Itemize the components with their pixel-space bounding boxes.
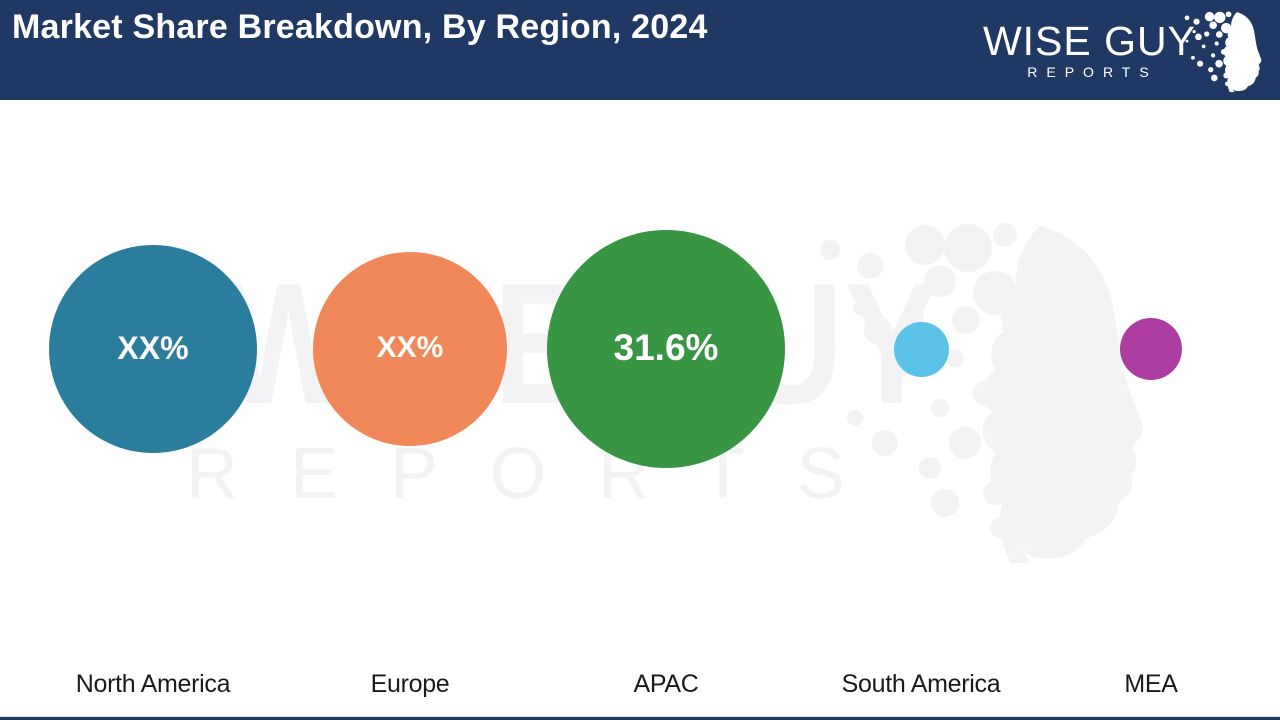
bubble-mea[interactable] bbox=[1120, 318, 1182, 380]
bubble-value-label: XX% bbox=[376, 331, 444, 364]
page-title: Market Share Breakdown, By Region, 2024 bbox=[12, 8, 708, 46]
bubble-south-america[interactable] bbox=[893, 321, 949, 377]
category-label-europe: Europe bbox=[370, 670, 450, 698]
category-label-north-america: North America bbox=[75, 670, 231, 698]
bubble-europe[interactable]: XX% bbox=[313, 252, 507, 446]
brand-subtitle: REPORTS bbox=[1027, 64, 1158, 80]
bubble-value-label: XX% bbox=[117, 329, 189, 366]
watermark-face-icon bbox=[820, 223, 1144, 563]
header-bar: Market Share Breakdown, By Region, 2024 … bbox=[0, 0, 1280, 100]
bubble-value-label: 31.6% bbox=[613, 327, 719, 368]
category-label-mea: MEA bbox=[1124, 670, 1178, 698]
footer-strip bbox=[0, 716, 1280, 720]
watermark-text-secondary: REPORTS bbox=[186, 434, 897, 514]
brand-logo-text: WISE GUY REPORTS bbox=[982, 18, 1196, 80]
category-label-apac: APAC bbox=[633, 670, 699, 698]
brand-face-icon bbox=[1184, 11, 1262, 93]
bubble-apac[interactable]: 31.6% bbox=[547, 230, 785, 468]
brand-logo: WISE GUY REPORTS bbox=[983, 0, 1268, 100]
category-label-south-america: South America bbox=[841, 670, 1001, 698]
brand-name: WISE GUY bbox=[982, 18, 1196, 64]
bubble-north-america[interactable]: XX% bbox=[49, 245, 257, 453]
